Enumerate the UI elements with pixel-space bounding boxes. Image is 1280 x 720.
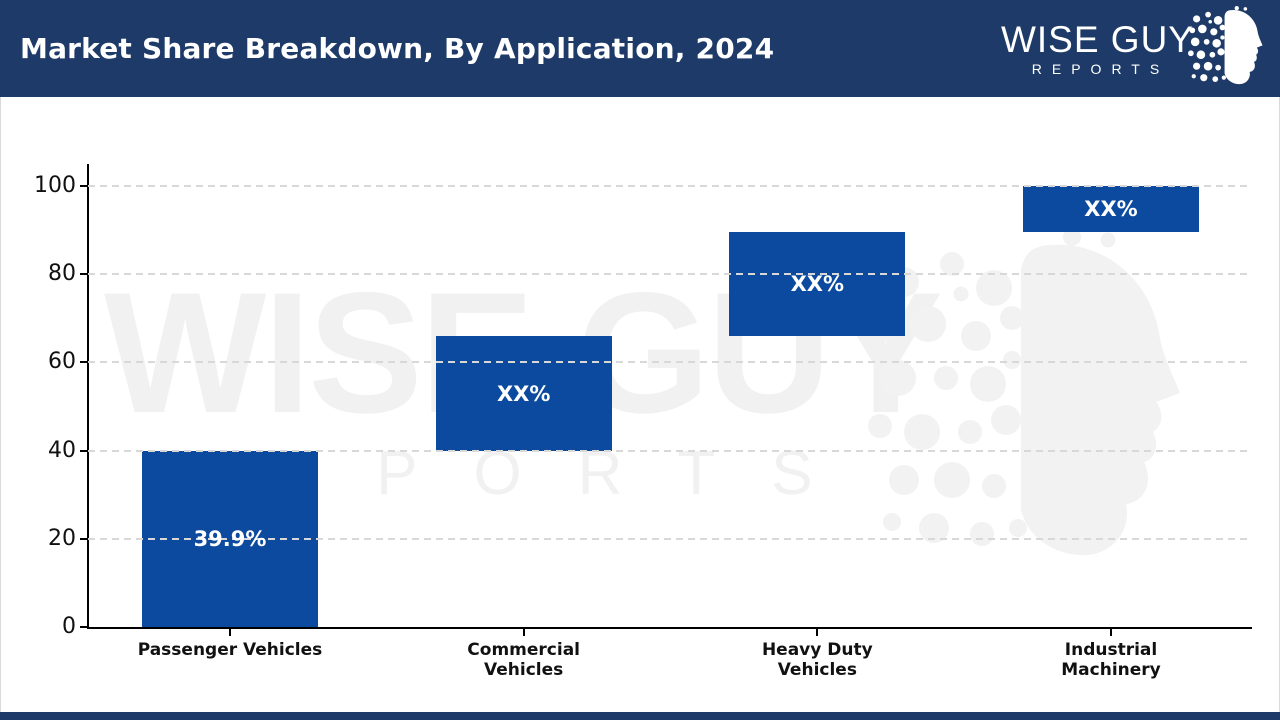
y-axis-line — [87, 164, 89, 629]
x-tick-passenger-vehicles — [229, 629, 231, 636]
wise-guy-logo: WISE GUY REPORTS — [1001, 0, 1272, 97]
footer-bar — [0, 712, 1280, 720]
page-title: Market Share Breakdown, By Application, … — [20, 32, 775, 65]
gridline-60 — [88, 361, 1252, 364]
y-tick-label-100: 100 — [34, 173, 76, 198]
y-tick-label-0: 0 — [62, 614, 76, 639]
gridline-40 — [88, 449, 1252, 452]
bar-value-label-passenger-vehicles: 39.9% — [193, 527, 267, 552]
y-tick-100 — [80, 185, 88, 187]
x-axis-line — [87, 627, 1252, 629]
logo-face-icon — [1180, 6, 1272, 92]
y-tick-40 — [80, 449, 88, 452]
category-label-commercial-vehicles: Commercial Vehicles — [467, 640, 580, 680]
category-label-passenger-vehicles: Passenger Vehicles — [137, 640, 323, 660]
bar-industrial-machinery — [1023, 186, 1199, 233]
bar-value-label-commercial-vehicles: XX% — [496, 381, 551, 406]
x-tick-industrial-machinery — [1110, 629, 1112, 636]
gridline-80 — [88, 273, 1252, 276]
header-bar: Market Share Breakdown, By Application, … — [0, 0, 1280, 97]
y-tick-label-40: 40 — [48, 437, 76, 463]
bar-value-label-heavy-duty-vehicles: XX% — [790, 272, 845, 297]
logo-wordmark: WISE GUY — [1000, 18, 1194, 60]
bar-commercial-vehicles — [435, 336, 612, 452]
y-tick-20 — [80, 537, 88, 540]
y-tick-label-80: 80 — [48, 261, 76, 287]
y-tick-label-60: 60 — [48, 349, 76, 375]
category-label-heavy-duty-vehicles: Heavy Duty Vehicles — [761, 640, 873, 680]
category-label-industrial-machinery: Industrial Machinery — [1061, 640, 1161, 680]
x-tick-heavy-duty-vehicles — [816, 629, 819, 636]
y-tick-label-20: 20 — [48, 525, 76, 551]
gridline-20 — [88, 537, 1252, 540]
y-tick-60 — [80, 361, 88, 364]
logo-subtitle: REPORTS — [1031, 60, 1170, 77]
logo-text: WISE GUY REPORTS — [1000, 18, 1194, 77]
y-tick-0 — [80, 626, 88, 628]
bar-value-label-industrial-machinery: XX% — [1084, 197, 1138, 222]
x-tick-commercial-vehicles — [522, 629, 525, 636]
gridline-100 — [88, 185, 1252, 187]
y-tick-80 — [80, 273, 88, 276]
